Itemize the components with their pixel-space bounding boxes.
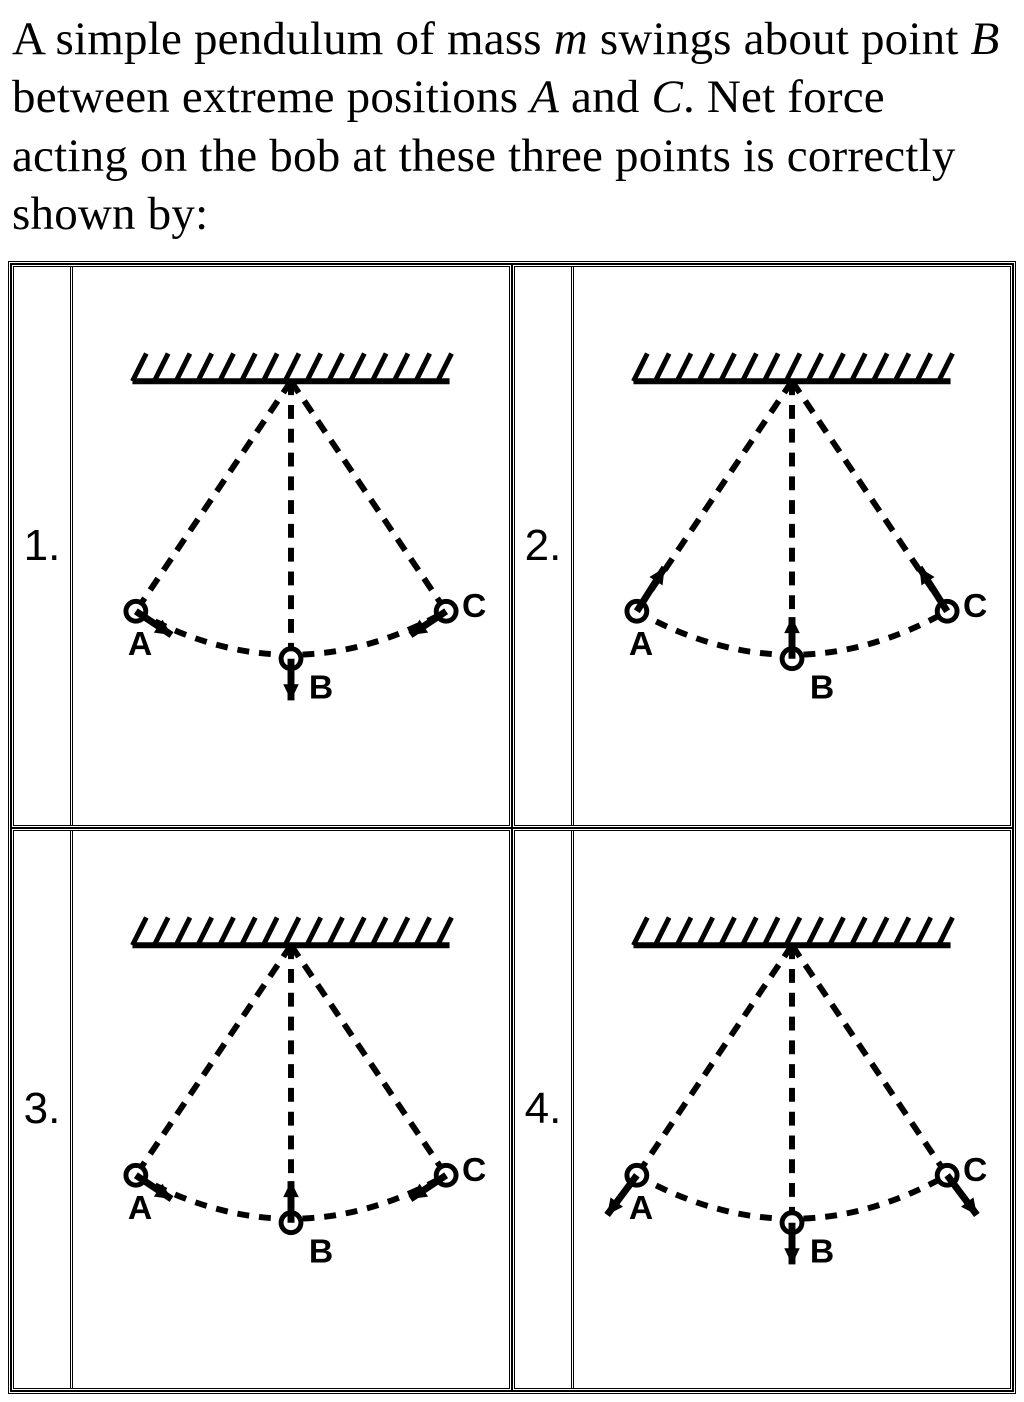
option-diagram: A B C (73, 267, 509, 824)
svg-text:C: C (462, 588, 486, 625)
q-part: A simple pendulum of mass (12, 13, 554, 65)
var-m: m (554, 13, 588, 65)
option-diagram: A B C (73, 831, 509, 1388)
svg-text:B: B (309, 1233, 333, 1270)
option-diagram: A B C (574, 831, 1010, 1388)
option-4[interactable]: 4. A B C (512, 828, 1013, 1391)
q-part: and (559, 71, 651, 123)
var-A: A (530, 71, 559, 123)
svg-text:B: B (810, 1233, 834, 1270)
svg-text:A: A (629, 626, 653, 663)
svg-text:A: A (128, 626, 152, 663)
q-part: between extreme positions (12, 71, 530, 123)
option-number: 4. (515, 831, 574, 1388)
var-C: C (651, 71, 683, 123)
svg-text:C: C (963, 1152, 987, 1189)
svg-text:A: A (128, 1189, 152, 1226)
option-number: 3. (14, 831, 73, 1388)
options-grid: 1. A B C 2. A B C (8, 261, 1016, 1394)
svg-text:B: B (810, 669, 834, 706)
q-part: swings about point (588, 13, 971, 65)
var-B: B (971, 13, 1000, 65)
option-number: 2. (515, 267, 574, 824)
option-diagram: A B C (574, 267, 1010, 824)
svg-text:A: A (629, 1189, 653, 1226)
question-text: A simple pendulum of mass m swings about… (8, 4, 1016, 261)
option-1[interactable]: 1. A B C (11, 264, 512, 827)
option-2[interactable]: 2. A B C (512, 264, 1013, 827)
option-number: 1. (14, 267, 73, 824)
svg-text:C: C (462, 1152, 486, 1189)
svg-text:B: B (309, 669, 333, 706)
svg-text:C: C (963, 588, 987, 625)
option-3[interactable]: 3. A B C (11, 828, 512, 1391)
page: A simple pendulum of mass m swings about… (0, 0, 1024, 1402)
